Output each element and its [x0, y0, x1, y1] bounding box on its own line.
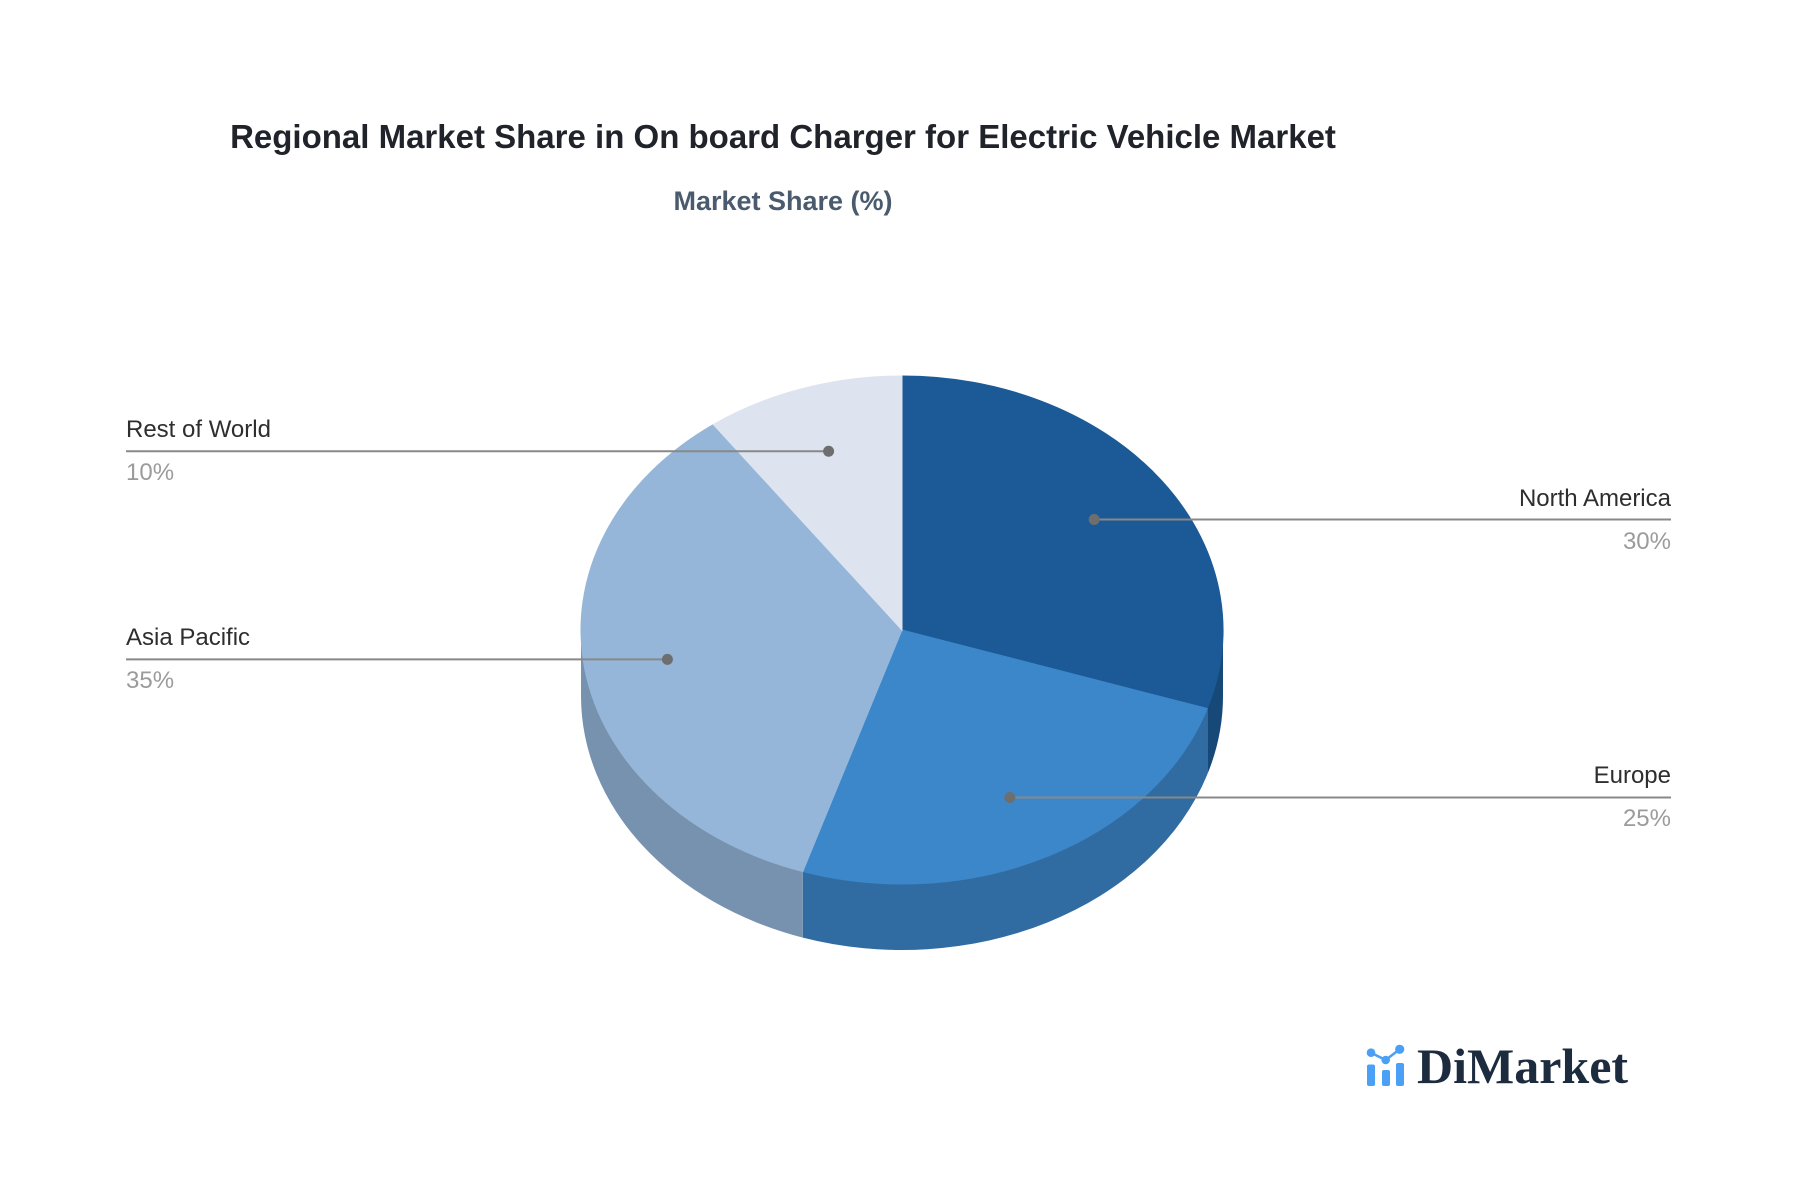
callout-dot: [823, 445, 835, 457]
slice-percent: 30%: [1622, 527, 1671, 555]
pie-slice-north-america[interactable]: [901, 375, 1224, 710]
slice-percent: 10%: [126, 459, 175, 487]
pie-slice-side: [802, 708, 1208, 951]
pie-slice-europe[interactable]: [802, 629, 1208, 885]
callout-asia-pacific: Asia Pacific 35%: [126, 625, 546, 694]
brand-name: DiMarket: [1417, 1038, 1629, 1094]
callout-dot: [661, 653, 673, 665]
chart-subtitle: Market Share (%): [673, 186, 893, 216]
slice-label: Asia Pacific: [126, 624, 251, 652]
slice-percent: 35%: [126, 667, 175, 695]
pie-slice-side: [581, 630, 803, 938]
pie-slice-asia-pacific[interactable]: [580, 423, 903, 873]
pie-slice-rest-of-world[interactable]: [712, 375, 903, 632]
callout-dot: [1004, 791, 1016, 803]
pie-slice-side: [1207, 630, 1223, 775]
callout-north-america: North America 30%: [1251, 484, 1671, 555]
callout-rest-of-world: Rest of World 10%: [126, 417, 546, 486]
brand-watermark: DiMarket: [1363, 1040, 1628, 1092]
slice-percent: 25%: [1622, 805, 1671, 833]
callout-europe: Europe 25%: [1251, 763, 1671, 832]
slice-label: Europe: [1593, 762, 1671, 790]
slice-label: North America: [1518, 484, 1671, 512]
bar-line-chart-icon: [1366, 1044, 1405, 1086]
callout-dot: [1088, 514, 1100, 526]
chart-title: Regional Market Share in On board Charge…: [230, 118, 1336, 155]
slice-label: Rest of World: [126, 416, 271, 444]
